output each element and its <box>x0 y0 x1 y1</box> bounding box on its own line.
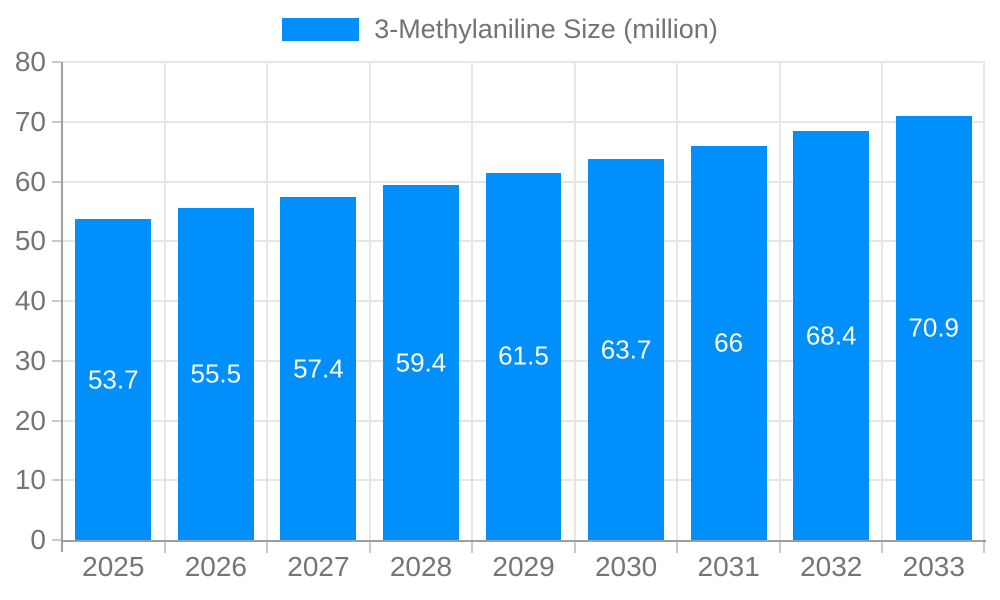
legend-swatch-icon <box>282 18 360 41</box>
x-tick-mark <box>983 542 985 553</box>
legend: 3-Methylaniline Size (million) <box>0 16 1000 43</box>
x-tick-label: 2028 <box>389 551 453 582</box>
legend-item[interactable]: 3-Methylaniline Size (million) <box>282 16 718 43</box>
x-axis-line <box>61 540 986 542</box>
bar-value-label: 59.4 <box>395 347 447 378</box>
y-tick-mark <box>52 120 61 123</box>
bar-value-label: 55.5 <box>190 358 242 389</box>
v-gridline <box>881 62 884 540</box>
y-tick-mark <box>52 240 61 243</box>
x-tick-mark <box>778 542 781 553</box>
bar-2026: 55.5 <box>177 208 254 540</box>
y-tick-label: 50 <box>14 225 46 257</box>
y-tick-label: 70 <box>14 105 46 137</box>
v-gridline <box>573 62 576 540</box>
y-tick-label: 20 <box>14 404 46 436</box>
h-gridline <box>62 120 985 123</box>
bar-value-label: 57.4 <box>293 353 344 384</box>
bar-value-label: 68.4 <box>805 320 857 351</box>
y-tick-label: 60 <box>14 165 46 197</box>
bar-2033: 70.9 <box>895 116 972 540</box>
y-tick-mark <box>52 539 61 541</box>
v-gridline <box>676 62 679 540</box>
bar-value-label: 70.9 <box>908 312 960 343</box>
y-tick-label: 0 <box>30 524 46 555</box>
x-tick-mark <box>163 542 166 553</box>
y-tick-mark <box>52 479 61 482</box>
x-tick-mark <box>881 542 884 553</box>
bar-value-label: 66 <box>714 327 744 358</box>
bar-2027: 57.4 <box>280 197 357 540</box>
y-tick-mark <box>52 300 61 302</box>
y-tick-mark <box>52 359 61 362</box>
v-gridline <box>266 62 269 540</box>
y-tick-label: 80 <box>14 46 46 77</box>
bar-2025: 53.7 <box>75 219 152 540</box>
plot-area: 53.7 55.5 57.4 59.4 61.5 63.7 66 68.4 70.9 <box>62 61 985 540</box>
bar-value-label: 53.7 <box>87 364 139 395</box>
x-tick-label: 2029 <box>492 551 555 582</box>
x-tick-mark <box>471 542 474 553</box>
x-tick-label: 2026 <box>184 551 247 582</box>
y-tick-label: 30 <box>14 344 46 376</box>
bar-2028: 59.4 <box>382 185 459 540</box>
y-tick-mark <box>52 180 61 183</box>
bar-2032: 68.4 <box>793 131 870 540</box>
y-tick-label: 10 <box>14 464 46 496</box>
x-tick-mark <box>676 542 679 553</box>
x-tick-label: 2027 <box>287 551 350 582</box>
v-gridline <box>778 62 781 540</box>
x-tick-mark <box>573 542 576 553</box>
x-tick-label: 2025 <box>82 551 145 582</box>
y-axis-line <box>61 62 63 552</box>
h-gridline <box>62 61 985 63</box>
y-tick-label: 40 <box>14 285 46 316</box>
y-tick-mark <box>52 61 61 63</box>
x-tick-mark <box>266 542 269 553</box>
v-gridline <box>471 62 474 540</box>
legend-label: 3-Methylaniline Size (million) <box>374 14 718 44</box>
bar-2029: 61.5 <box>485 172 562 540</box>
y-tick-mark <box>52 419 61 422</box>
x-axis-labels: 2025 2026 2027 2028 2029 2030 2031 2032 2033 <box>62 553 985 581</box>
y-axis-labels: 0 10 20 30 40 50 60 70 80 <box>0 48 46 554</box>
x-tick-label: 2032 <box>800 551 863 582</box>
bar-value-label: 61.5 <box>498 340 549 371</box>
bar-2030: 63.7 <box>588 159 664 540</box>
x-tick-label: 2033 <box>902 551 965 582</box>
x-tick-label: 2031 <box>697 551 760 582</box>
v-gridline <box>983 62 985 540</box>
bar-2031: 66 <box>690 145 767 540</box>
bar-value-label: 63.7 <box>600 334 652 365</box>
x-tick-mark <box>368 542 371 553</box>
v-gridline <box>163 62 166 540</box>
x-tick-label: 2030 <box>594 551 658 582</box>
v-gridline <box>368 62 371 540</box>
